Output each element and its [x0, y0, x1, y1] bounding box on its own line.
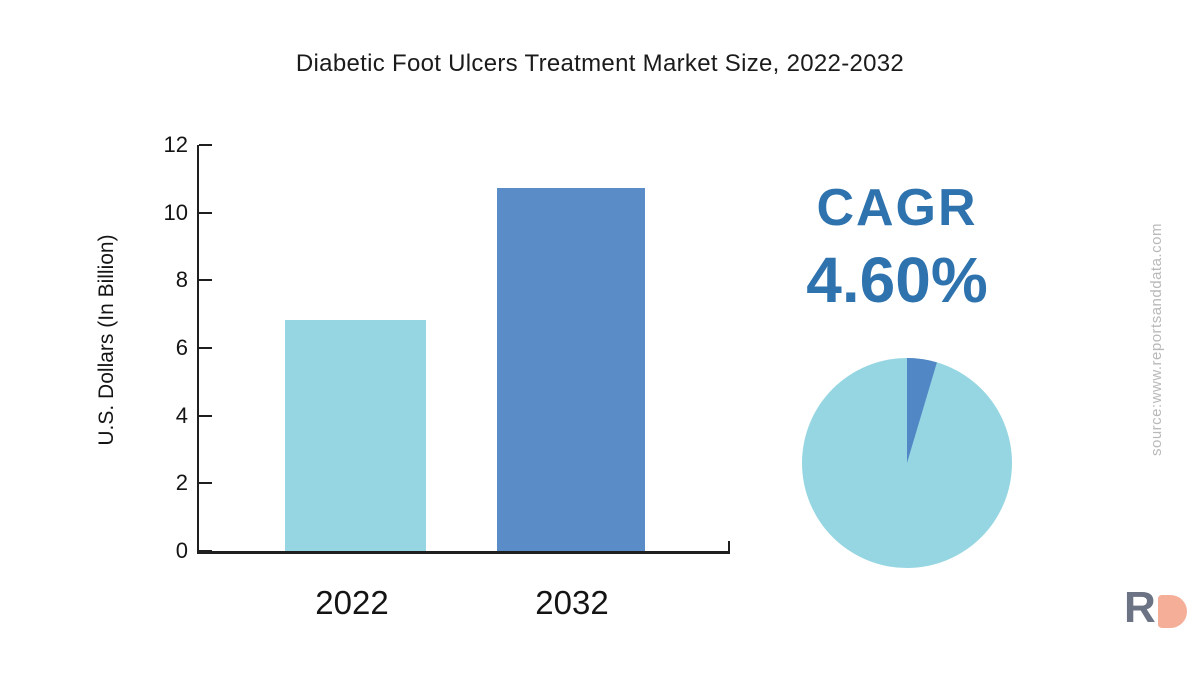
x-axis-end-tick: [728, 541, 730, 551]
y-tick-label: 6: [175, 335, 188, 360]
y-tick-label: 4: [175, 402, 188, 428]
cagr-pie-chart: [802, 358, 1012, 568]
y-tick-mark: [199, 482, 212, 485]
x-tick-label-2032: 2032: [535, 584, 609, 621]
logo-letter-r: R: [1124, 583, 1156, 632]
cagr-label: CAGR: [816, 179, 978, 237]
cagr-block: CAGR 4.60%: [781, 182, 1013, 312]
y-tick-mark: [199, 211, 212, 214]
pie-cagr-slice: [907, 358, 937, 463]
y-tick-label: 8: [175, 267, 188, 293]
y-tick-mark: [199, 414, 212, 417]
x-tick-label-2022: 2022: [315, 584, 389, 621]
y-tick-label: 2: [175, 470, 188, 496]
y-tick-mark: [199, 144, 212, 146]
y-tick-label: 0: [175, 538, 188, 563]
logo-d-shape-icon: [1158, 595, 1187, 628]
y-tick-label: 10: [163, 199, 188, 225]
bar-chart-plot-area: [197, 144, 730, 554]
y-tick-mark: [199, 279, 212, 282]
bar-2032: [497, 188, 645, 551]
y-tick-mark: [199, 347, 212, 349]
y-tick-mark: [199, 550, 212, 552]
y-axis-label: U.S. Dollars (In Billion): [95, 234, 118, 446]
reports-and-data-logo: R: [1124, 586, 1190, 634]
chart-title: Diabetic Foot Ulcers Treatment Market Si…: [295, 50, 905, 77]
y-tick-label: 12: [163, 132, 188, 157]
bar-2022: [285, 320, 426, 551]
source-attribution: source:www.reportsanddata.com: [1148, 223, 1165, 457]
cagr-value: 4.60%: [806, 244, 988, 316]
